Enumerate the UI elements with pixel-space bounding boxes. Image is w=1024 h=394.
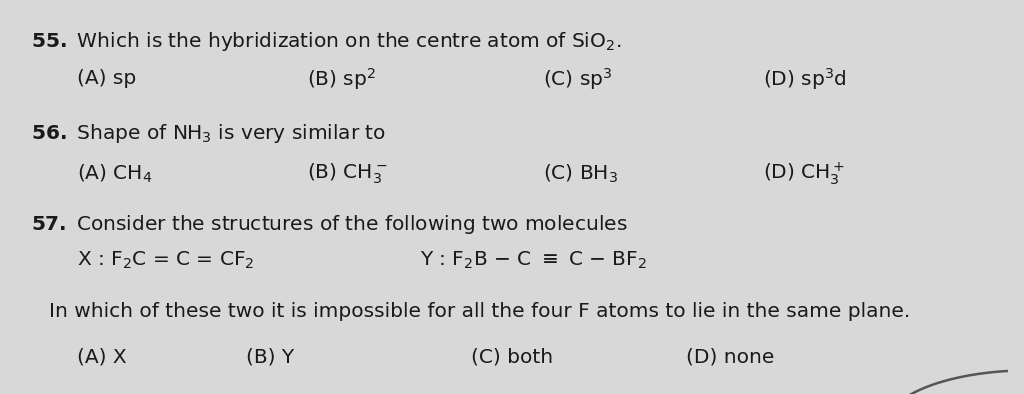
Text: $\mathbf{55.}$ Which is the hybridization on the centre atom of SiO$_2$.: $\mathbf{55.}$ Which is the hybridizatio… <box>31 30 622 53</box>
Text: (D) sp$^3$d: (D) sp$^3$d <box>763 66 846 92</box>
Text: $\mathbf{56.}$ Shape of NH$_3$ is very similar to: $\mathbf{56.}$ Shape of NH$_3$ is very s… <box>31 123 386 145</box>
Text: (A) CH$_4$: (A) CH$_4$ <box>77 162 153 184</box>
Text: X : F$_2$C = C = CF$_2$: X : F$_2$C = C = CF$_2$ <box>77 249 254 271</box>
Text: (B) Y: (B) Y <box>246 347 294 366</box>
Text: (C) sp$^3$: (C) sp$^3$ <box>543 66 612 92</box>
Text: Y : F$_2$B $-$ C $\equiv$ C $-$ BF$_2$: Y : F$_2$B $-$ C $\equiv$ C $-$ BF$_2$ <box>420 249 647 271</box>
Text: (D) CH$_3^+$: (D) CH$_3^+$ <box>763 160 845 187</box>
Text: In which of these two it is impossible for all the four F atoms to lie in the sa: In which of these two it is impossible f… <box>49 302 910 321</box>
Text: (C) BH$_3$: (C) BH$_3$ <box>543 162 617 184</box>
Text: (D) none: (D) none <box>686 347 774 366</box>
Text: (A) X: (A) X <box>77 347 126 366</box>
Text: (A) sp: (A) sp <box>77 69 136 88</box>
Text: (B) CH$_3^-$: (B) CH$_3^-$ <box>307 161 387 186</box>
Text: (C) both: (C) both <box>471 347 553 366</box>
Text: (B) sp$^2$: (B) sp$^2$ <box>307 66 376 92</box>
Text: $\mathbf{57.}$ Consider the structures of the following two molecules: $\mathbf{57.}$ Consider the structures o… <box>31 213 628 236</box>
